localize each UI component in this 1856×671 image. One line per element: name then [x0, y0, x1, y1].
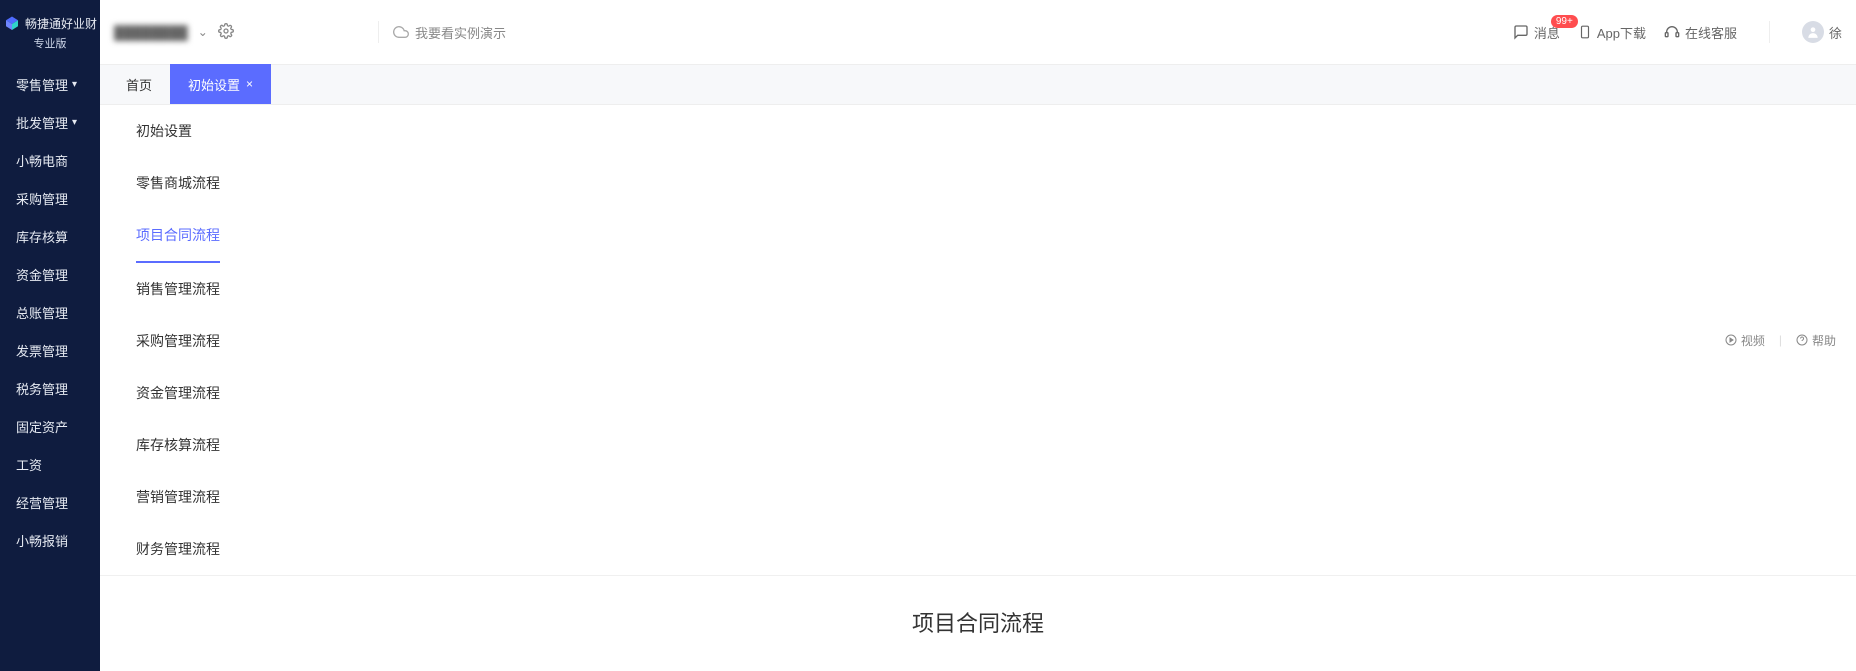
sidebar-item[interactable]: 小畅电商 — [0, 141, 100, 179]
chevron-down-icon: ▾ — [72, 79, 77, 90]
demo-link-text: 我要看实例演示 — [415, 23, 506, 42]
brand-block: 畅捷通好业财 专业版 — [0, 0, 100, 65]
brand-edition: 专业版 — [34, 35, 67, 51]
sub-tab[interactable]: 采购管理流程 — [136, 315, 220, 367]
play-icon — [1725, 334, 1737, 346]
page-tab[interactable]: 初始设置 × — [170, 64, 271, 104]
org-name: ████████ — [114, 25, 188, 40]
app-download-button[interactable]: App下载 — [1578, 23, 1646, 42]
page-tab[interactable]: 首页 — [108, 64, 170, 104]
sub-tabs-right: 视频 | 帮助 — [1725, 332, 1836, 349]
page-tabs: 首页 初始设置 × — [100, 65, 1856, 105]
sidebar-item[interactable]: 总账管理 — [0, 293, 100, 331]
app-download-label: App下载 — [1597, 23, 1646, 42]
demo-link[interactable]: 我要看实例演示 — [393, 23, 506, 42]
messages-badge: 99+ — [1551, 15, 1578, 28]
sidebar-item[interactable]: 工资 — [0, 445, 100, 483]
sidebar-item[interactable]: 小畅报销 — [0, 521, 100, 559]
main-area: ████████ ⌄ 我要看实例演示 消息 99+ App下载 — [100, 0, 1856, 671]
sub-tab[interactable]: 资金管理流程 — [136, 367, 220, 419]
sub-tab[interactable]: 库存核算流程 — [136, 419, 220, 471]
video-link-text: 视频 — [1741, 332, 1765, 349]
video-link[interactable]: 视频 — [1725, 332, 1765, 349]
support-button[interactable]: 在线客服 — [1664, 23, 1737, 42]
sidebar-item[interactable]: 库存核算 — [0, 217, 100, 255]
sidebar-items: 零售管理▾批发管理▾小畅电商采购管理库存核算资金管理总账管理发票管理税务管理固定… — [0, 65, 100, 559]
sub-tab[interactable]: 销售管理流程 — [136, 263, 220, 315]
brand-logo-icon — [3, 15, 21, 33]
sidebar-item[interactable]: 资金管理 — [0, 255, 100, 293]
message-icon — [1513, 24, 1529, 40]
separator — [1769, 21, 1770, 43]
sidebar-item[interactable]: 批发管理▾ — [0, 103, 100, 141]
org-switcher[interactable]: ████████ ⌄ — [114, 23, 364, 42]
page-tab-label: 初始设置 — [188, 75, 240, 94]
topbar: ████████ ⌄ 我要看实例演示 消息 99+ App下载 — [100, 0, 1856, 65]
support-label: 在线客服 — [1685, 23, 1737, 42]
cloud-icon — [393, 24, 409, 40]
brand-name: 畅捷通好业财 — [25, 15, 97, 32]
user-menu[interactable]: 徐 — [1802, 21, 1842, 43]
help-link[interactable]: 帮助 — [1796, 332, 1836, 349]
chevron-down-icon: ▾ — [72, 117, 77, 128]
flow-title: 项目合同流程 — [100, 606, 1856, 638]
page-tab-label: 首页 — [126, 75, 152, 94]
sidebar-item[interactable]: 经营管理 — [0, 483, 100, 521]
sub-tab[interactable]: 项目合同流程 — [136, 209, 220, 263]
user-name: 徐 — [1829, 23, 1842, 42]
sidebar-item[interactable]: 采购管理 — [0, 179, 100, 217]
separator — [378, 21, 379, 43]
avatar-icon — [1802, 21, 1824, 43]
sub-tab[interactable]: 营销管理流程 — [136, 471, 220, 523]
sub-tab[interactable]: 财务管理流程 — [136, 523, 220, 575]
sidebar-item[interactable]: 固定资产 — [0, 407, 100, 445]
gear-icon[interactable] — [218, 23, 234, 42]
messages-button[interactable]: 消息 99+ — [1513, 23, 1560, 42]
topbar-right: 消息 99+ App下载 在线客服 徐 — [1513, 21, 1842, 43]
close-icon[interactable]: × — [246, 77, 253, 91]
chevron-down-icon: ⌄ — [198, 25, 208, 39]
sub-tabs: 初始设置零售商城流程项目合同流程销售管理流程采购管理流程资金管理流程库存核算流程… — [100, 105, 1856, 576]
phone-icon — [1578, 24, 1592, 40]
sidebar-item[interactable]: 税务管理 — [0, 369, 100, 407]
sidebar: 畅捷通好业财 专业版 零售管理▾批发管理▾小畅电商采购管理库存核算资金管理总账管… — [0, 0, 100, 671]
headset-icon — [1664, 24, 1680, 40]
help-link-text: 帮助 — [1812, 332, 1836, 349]
sidebar-item[interactable]: 零售管理▾ — [0, 65, 100, 103]
sub-tab[interactable]: 零售商城流程 — [136, 157, 220, 209]
flow-canvas: 项目合同流程 项目合同采购管理分包材料采购项目立项收入合同收入确认销售发票税务发… — [100, 576, 1856, 671]
help-icon — [1796, 334, 1808, 346]
sub-tab[interactable]: 初始设置 — [136, 105, 220, 157]
sidebar-item[interactable]: 发票管理 — [0, 331, 100, 369]
